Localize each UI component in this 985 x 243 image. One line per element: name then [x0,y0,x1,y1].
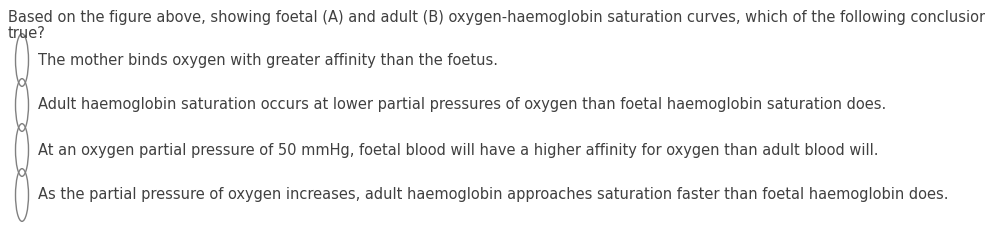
Text: Based on the figure above, showing foetal (A) and adult (B) oxygen-haemoglobin s: Based on the figure above, showing foeta… [8,10,985,25]
Text: As the partial pressure of oxygen increases, adult haemoglobin approaches satura: As the partial pressure of oxygen increa… [38,188,949,202]
Text: Adult haemoglobin saturation occurs at lower partial pressures of oxygen than fo: Adult haemoglobin saturation occurs at l… [38,97,886,113]
Text: true?: true? [8,26,46,41]
Text: At an oxygen partial pressure of 50 mmHg, foetal blood will have a higher affini: At an oxygen partial pressure of 50 mmHg… [38,142,879,157]
Text: The mother binds oxygen with greater affinity than the foetus.: The mother binds oxygen with greater aff… [38,52,498,68]
